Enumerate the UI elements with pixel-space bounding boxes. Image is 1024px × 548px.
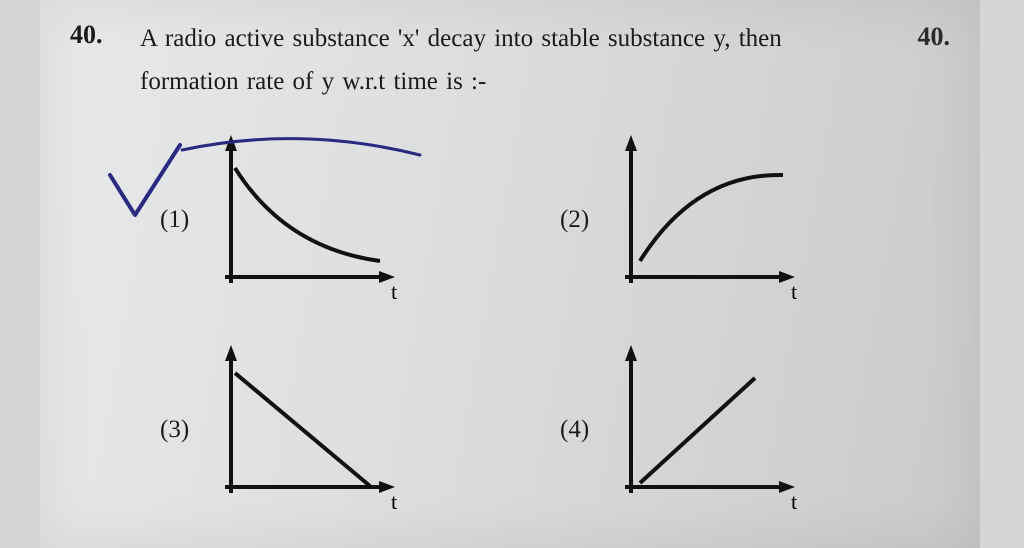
option-2-graph: t (595, 133, 805, 308)
option-2-curve (640, 174, 783, 260)
option-4-curve (640, 378, 755, 483)
question-number-left: 40. (70, 20, 103, 50)
option-4-graph: t (595, 343, 805, 518)
option-1-graph: t (195, 133, 405, 308)
option-3-graph: t (195, 343, 405, 518)
option-4: (4) t (560, 340, 920, 520)
x-axis-label: t (791, 279, 797, 304)
page-surface: 40. 40. A radio active substance 'x' dec… (40, 0, 980, 548)
option-3-label: (3) (160, 416, 189, 444)
option-4-label: (4) (560, 416, 589, 444)
option-2-label: (2) (560, 206, 589, 234)
option-1-curve (235, 168, 380, 261)
options-grid: (1) t (2) t (160, 130, 920, 520)
x-axis-label: t (391, 279, 397, 304)
option-1-label: (1) (160, 206, 189, 234)
option-1: (1) t (160, 130, 520, 310)
x-axis-label: t (791, 489, 797, 514)
option-2: (2) t (560, 130, 920, 310)
option-3: (3) t (160, 340, 520, 520)
option-3-curve (235, 373, 370, 486)
question-number-right: 40. (918, 22, 951, 52)
question-text: A radio active substance 'x' decay into … (140, 18, 820, 103)
x-axis-label: t (391, 489, 397, 514)
